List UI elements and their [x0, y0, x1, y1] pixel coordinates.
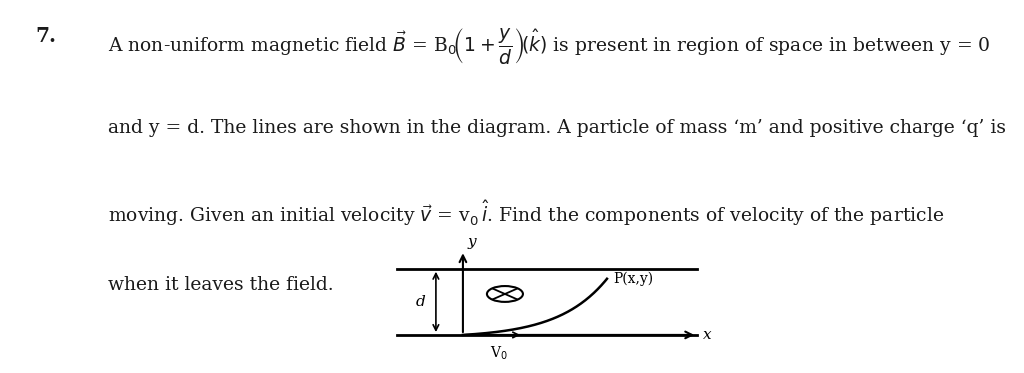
Text: when it leaves the field.: when it leaves the field.: [108, 276, 333, 294]
Text: d: d: [416, 295, 426, 309]
Text: A non-uniform magnetic field $\vec{B}$ = B$_0$$\!\left(1+\dfrac{y}{d}\right)\!$$: A non-uniform magnetic field $\vec{B}$ =…: [108, 26, 990, 66]
Text: and y = d. The lines are shown in the diagram. A particle of mass ‘m’ and positi: and y = d. The lines are shown in the di…: [108, 119, 1006, 137]
Text: moving. Given an initial velocity $\vec{v}$ = v$_0\,\hat{i}$. Find the component: moving. Given an initial velocity $\vec{…: [108, 198, 944, 228]
Text: x: x: [703, 328, 712, 342]
Text: 7.: 7.: [36, 26, 57, 46]
Text: y: y: [468, 235, 476, 249]
Text: P(x,y): P(x,y): [613, 272, 653, 286]
Text: V$_0$: V$_0$: [490, 344, 508, 361]
